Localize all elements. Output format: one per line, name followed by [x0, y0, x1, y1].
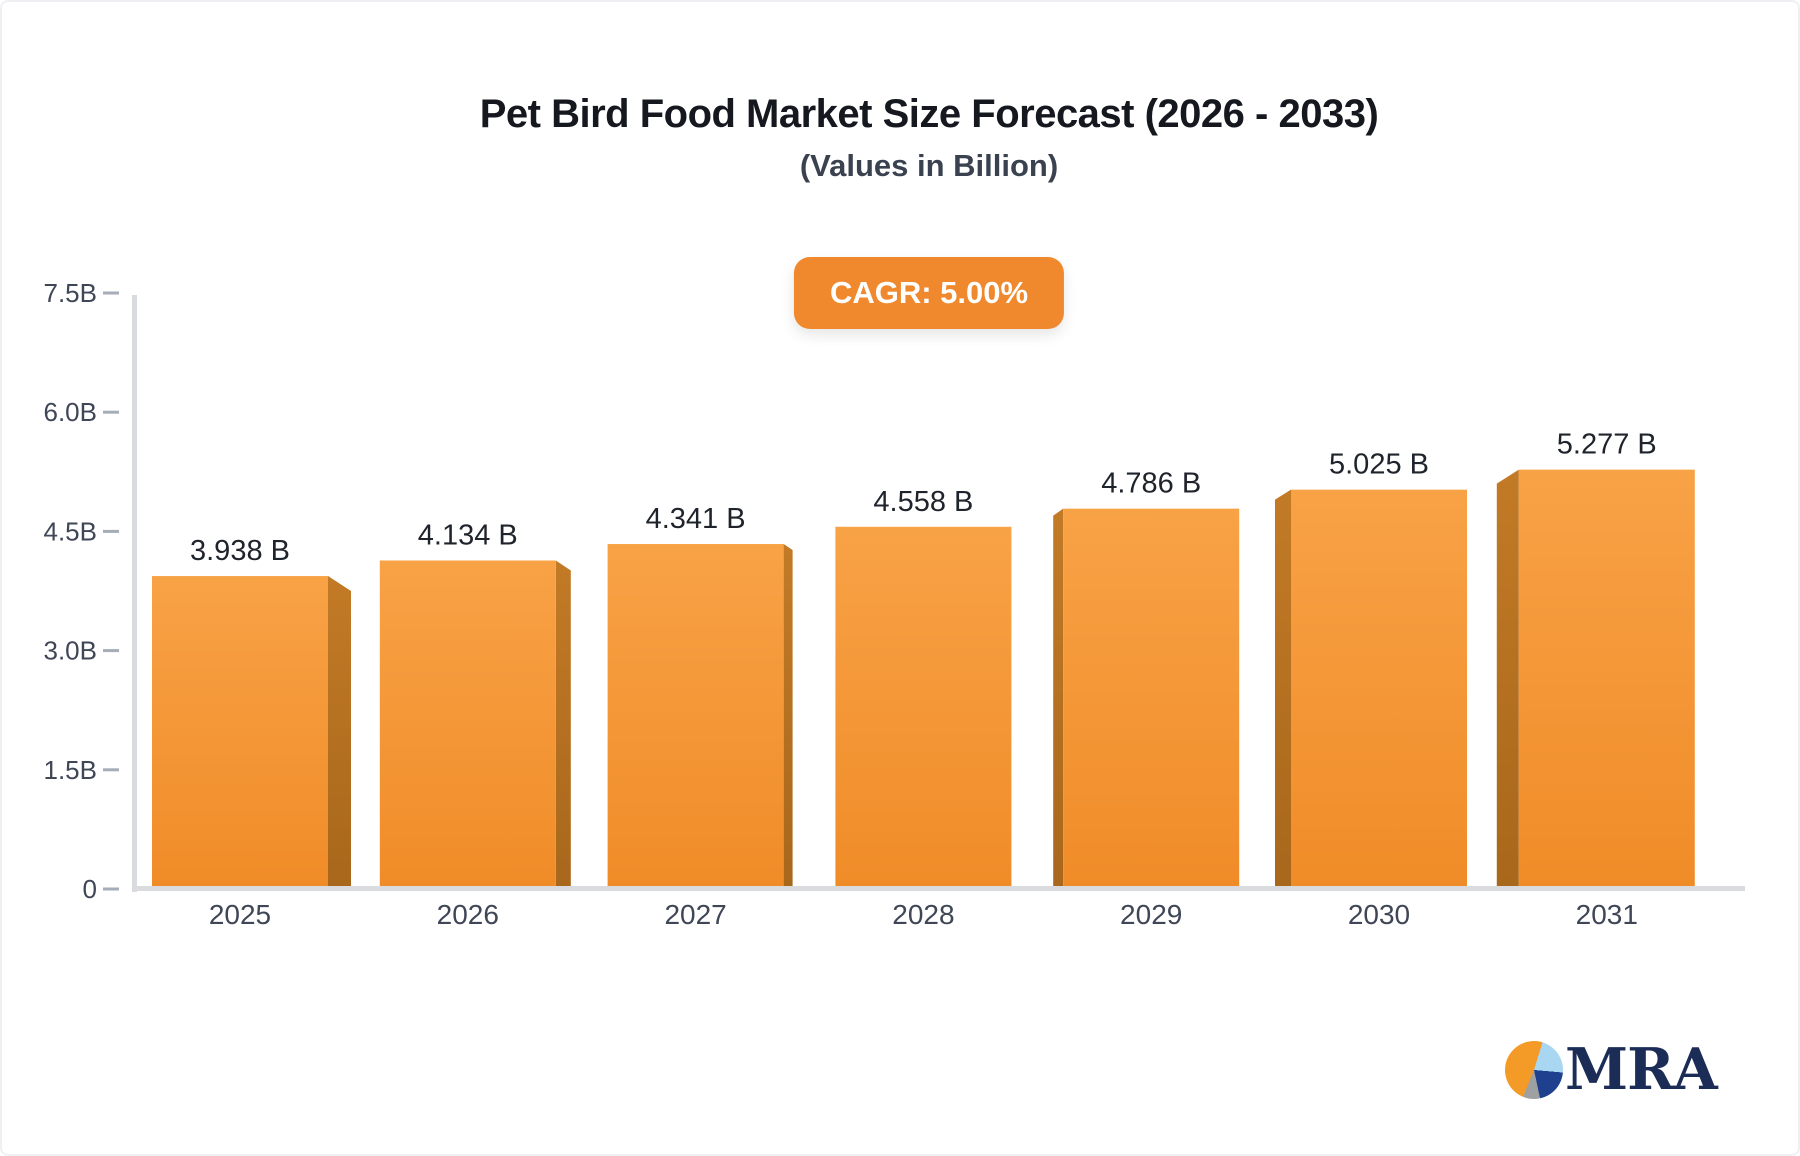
x-axis-label: 2031 — [1576, 899, 1638, 930]
y-tick-mark — [103, 768, 119, 772]
bar-value-label: 4.786 B — [1101, 468, 1201, 500]
y-axis-line — [132, 295, 137, 892]
y-tick-mark — [103, 887, 119, 891]
chart-title: Pet Bird Food Market Size Forecast (2026… — [479, 92, 1379, 136]
y-tick-label: 6.0B — [44, 397, 98, 427]
x-axis-label: 2029 — [1120, 899, 1182, 930]
bar — [835, 526, 1012, 888]
bar-side-face — [783, 544, 793, 888]
bar-value-label: 3.938 B — [190, 535, 290, 567]
logo-pie-icon — [1505, 1041, 1563, 1099]
bar — [1518, 469, 1695, 888]
bar-value-label: 4.134 B — [418, 519, 518, 551]
bar — [152, 576, 328, 888]
x-axis-label: 2028 — [892, 899, 954, 930]
x-axis-line — [132, 886, 1745, 891]
bar — [1063, 508, 1240, 888]
y-tick-mark — [103, 649, 119, 653]
bar-value-label: 5.277 B — [1557, 429, 1657, 461]
y-tick-mark — [103, 529, 119, 533]
bar-side-face — [328, 576, 351, 888]
x-axis-label: 2025 — [209, 899, 271, 930]
bar-side-face — [1275, 489, 1291, 888]
y-tick-mark — [103, 410, 119, 414]
y-tick-mark — [103, 291, 119, 295]
cagr-badge: CAGR: 5.00% — [793, 257, 1065, 329]
y-tick-label: 3.0B — [44, 636, 98, 666]
bar-value-label: 4.558 B — [873, 486, 973, 518]
bar-value-label: 5.025 B — [1329, 449, 1429, 481]
bar — [379, 560, 556, 888]
bar-value-label: 4.341 B — [646, 503, 746, 535]
brand-logo: MRA — [1505, 1036, 1718, 1103]
x-axis-label: 2030 — [1348, 899, 1410, 930]
logo-text: MRA — [1565, 1036, 1718, 1103]
bar — [1291, 489, 1467, 888]
y-tick-label: 4.5B — [44, 516, 98, 546]
x-axis-label: 2026 — [437, 899, 499, 930]
x-axis-label: 2027 — [664, 899, 726, 930]
bar-side-face — [555, 560, 571, 888]
bar-side-face — [1053, 508, 1064, 888]
y-tick-label: 1.5B — [44, 755, 98, 785]
bar-side-face — [1496, 469, 1519, 888]
chart-subtitle: (Values in Billion) — [799, 148, 1059, 183]
y-tick-label: 7.5B — [44, 278, 98, 308]
bar — [607, 544, 784, 888]
y-tick-label: 0 — [83, 874, 97, 904]
